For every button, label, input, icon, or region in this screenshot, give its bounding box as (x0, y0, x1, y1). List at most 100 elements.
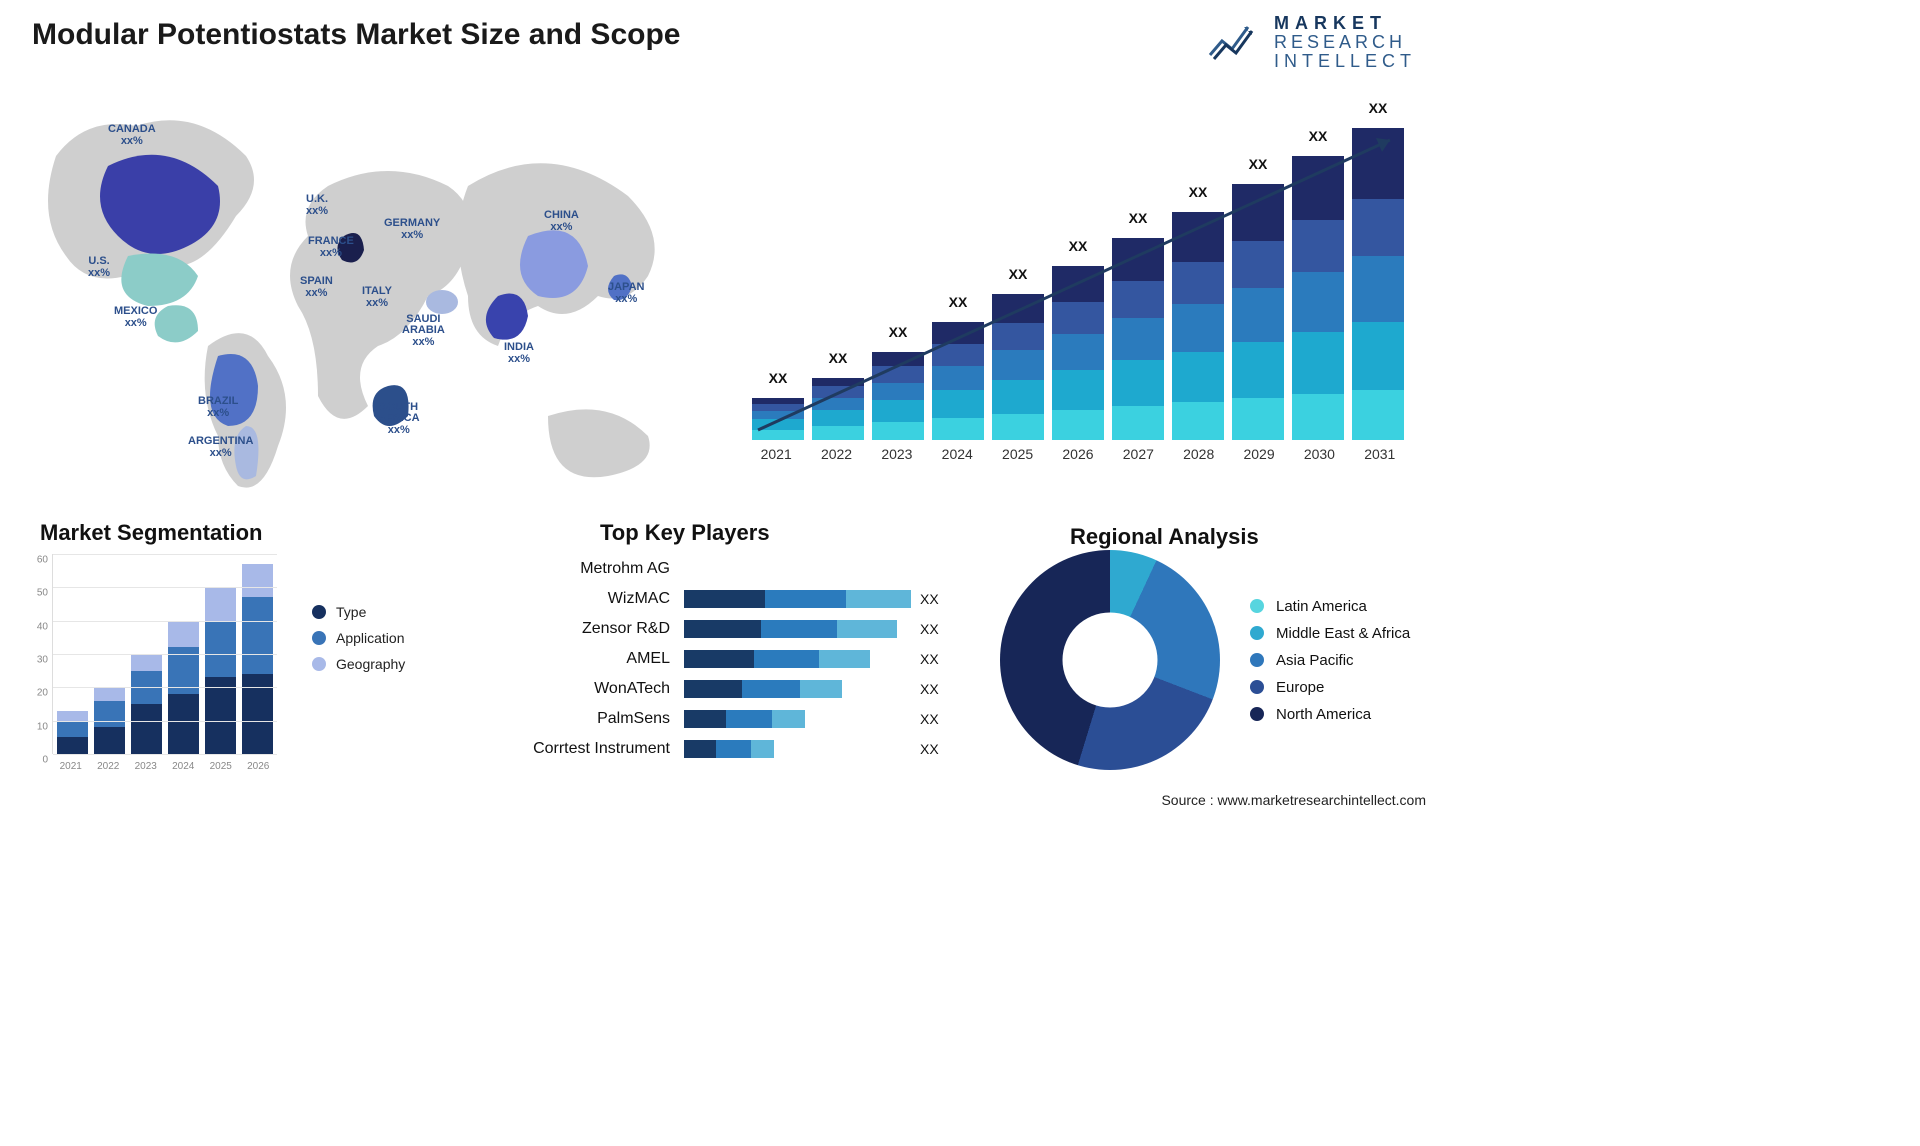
bar-value-label: XX (1369, 100, 1388, 116)
world-map: CANADAxx% U.S.xx% MEXICOxx% BRAZILxx% ARGENT… (28, 96, 728, 496)
map-label: INDIAxx% (504, 342, 534, 365)
growth-chart: XXXXXXXXXXXXXXXXXXXXXX 20212022202320242… (750, 120, 1406, 480)
logo-text-3: INTELLECT (1274, 52, 1416, 71)
regional-donut (1000, 550, 1220, 770)
keyplayer-name: Metrohm AG (480, 560, 680, 578)
seg-bar (131, 654, 162, 754)
map-label: JAPANxx% (608, 282, 644, 305)
y-tick: 40 (37, 621, 48, 632)
map-label: SPAINxx% (300, 276, 333, 299)
x-tick: 2030 (1293, 446, 1345, 462)
heading-keyplayers: Top Key Players (600, 520, 770, 546)
map-label: FRANCExx% (308, 236, 354, 259)
bar-value-label: XX (1189, 184, 1208, 200)
legend-item: Application (312, 630, 405, 646)
x-tick: 2024 (931, 446, 983, 462)
keyplayer-name: WizMAC (480, 590, 680, 608)
seg-bar (57, 711, 88, 754)
growth-bar: XX (1112, 210, 1164, 440)
keyplayer-name: Corrtest Instrument (480, 740, 680, 758)
legend-item: North America (1250, 706, 1410, 723)
map-label: CHINAxx% (544, 210, 579, 233)
y-tick: 0 (42, 755, 48, 766)
keyplayer-row: Metrohm AG (480, 554, 960, 584)
x-tick: 2026 (247, 761, 269, 772)
keyplayer-bar (684, 560, 916, 578)
logo-icon (1208, 19, 1264, 65)
map-label: MEXICOxx% (114, 306, 157, 329)
keyplayer-value: XX (920, 621, 960, 637)
keyplayer-bar (684, 710, 916, 728)
map-label: CANADAxx% (108, 124, 156, 147)
legend-item: Asia Pacific (1250, 652, 1410, 669)
keyplayer-bar (684, 650, 916, 668)
growth-bar: XX (1052, 238, 1104, 440)
bar-value-label: XX (1009, 266, 1028, 282)
y-tick: 60 (37, 555, 48, 566)
keyplayer-name: PalmSens (480, 710, 680, 728)
logo-text-2: RESEARCH (1274, 33, 1416, 52)
growth-bar: XX (932, 294, 984, 440)
x-tick: 2022 (810, 446, 862, 462)
keyplayer-row: Zensor R&D XX (480, 614, 960, 644)
map-label: ARGENTINAxx% (188, 436, 253, 459)
bar-value-label: XX (1309, 128, 1328, 144)
bar-value-label: XX (1129, 210, 1148, 226)
growth-bar: XX (1352, 100, 1404, 440)
x-tick: 2028 (1173, 446, 1225, 462)
brand-logo: MARKET RESEARCH INTELLECT (1208, 14, 1416, 71)
map-label: U.K.xx% (306, 194, 328, 217)
seg-bar (242, 564, 273, 754)
page-title: Modular Potentiostats Market Size and Sc… (32, 18, 680, 52)
growth-bar: XX (1292, 128, 1344, 440)
keyplayer-bar (684, 740, 916, 758)
map-label: SAUDIARABIAxx% (402, 314, 445, 348)
map-label: GERMANYxx% (384, 218, 440, 241)
keyplayer-row: Corrtest Instrument XX (480, 734, 960, 764)
keyplayer-value: XX (920, 711, 960, 727)
keyplayer-name: Zensor R&D (480, 620, 680, 638)
keyplayer-row: PalmSens XX (480, 704, 960, 734)
x-tick: 2031 (1354, 446, 1406, 462)
keyplayer-row: WonATech XX (480, 674, 960, 704)
keyplayer-value: XX (920, 681, 960, 697)
legend-item: Type (312, 604, 405, 620)
x-tick: 2029 (1233, 446, 1285, 462)
legend-item: Europe (1250, 679, 1410, 696)
keyplayer-row: AMELXX (480, 644, 960, 674)
regional-chart: Latin America Middle East & Africa Asia Pa… (1000, 530, 1440, 790)
growth-bar: XX (1232, 156, 1284, 440)
segmentation-chart: 0102030405060 202120222023202420252026 T… (30, 554, 430, 794)
y-tick: 30 (37, 655, 48, 666)
growth-bar: XX (1172, 184, 1224, 440)
keyplayer-bar (684, 680, 916, 698)
x-tick: 2027 (1112, 446, 1164, 462)
growth-bar: XX (872, 324, 924, 440)
logo-text-1: MARKET (1274, 14, 1416, 33)
keyplayer-value: XX (920, 651, 960, 667)
legend-item: Middle East & Africa (1250, 625, 1410, 642)
x-tick: 2024 (172, 761, 194, 772)
bar-value-label: XX (769, 370, 788, 386)
map-label: U.S.xx% (88, 256, 110, 279)
keyplayer-value: XX (920, 591, 960, 607)
keyplayer-name: WonATech (480, 680, 680, 698)
bar-value-label: XX (829, 350, 848, 366)
y-tick: 10 (37, 721, 48, 732)
legend-item: Latin America (1250, 598, 1410, 615)
seg-bar (205, 587, 236, 754)
source-text: Source : www.marketresearchintellect.com (1161, 792, 1426, 808)
bar-value-label: XX (1249, 156, 1268, 172)
keyplayer-bar (684, 590, 916, 608)
keyplayer-bar (684, 620, 916, 638)
growth-bar: XX (752, 370, 804, 440)
bar-value-label: XX (949, 294, 968, 310)
x-tick: 2023 (135, 761, 157, 772)
map-label: SOUTHAFRICAxx% (378, 402, 420, 436)
legend-item: Geography (312, 656, 405, 672)
map-label: BRAZILxx% (198, 396, 238, 419)
y-tick: 50 (37, 588, 48, 599)
x-tick: 2026 (1052, 446, 1104, 462)
x-tick: 2023 (871, 446, 923, 462)
keyplayer-value: XX (920, 741, 960, 757)
